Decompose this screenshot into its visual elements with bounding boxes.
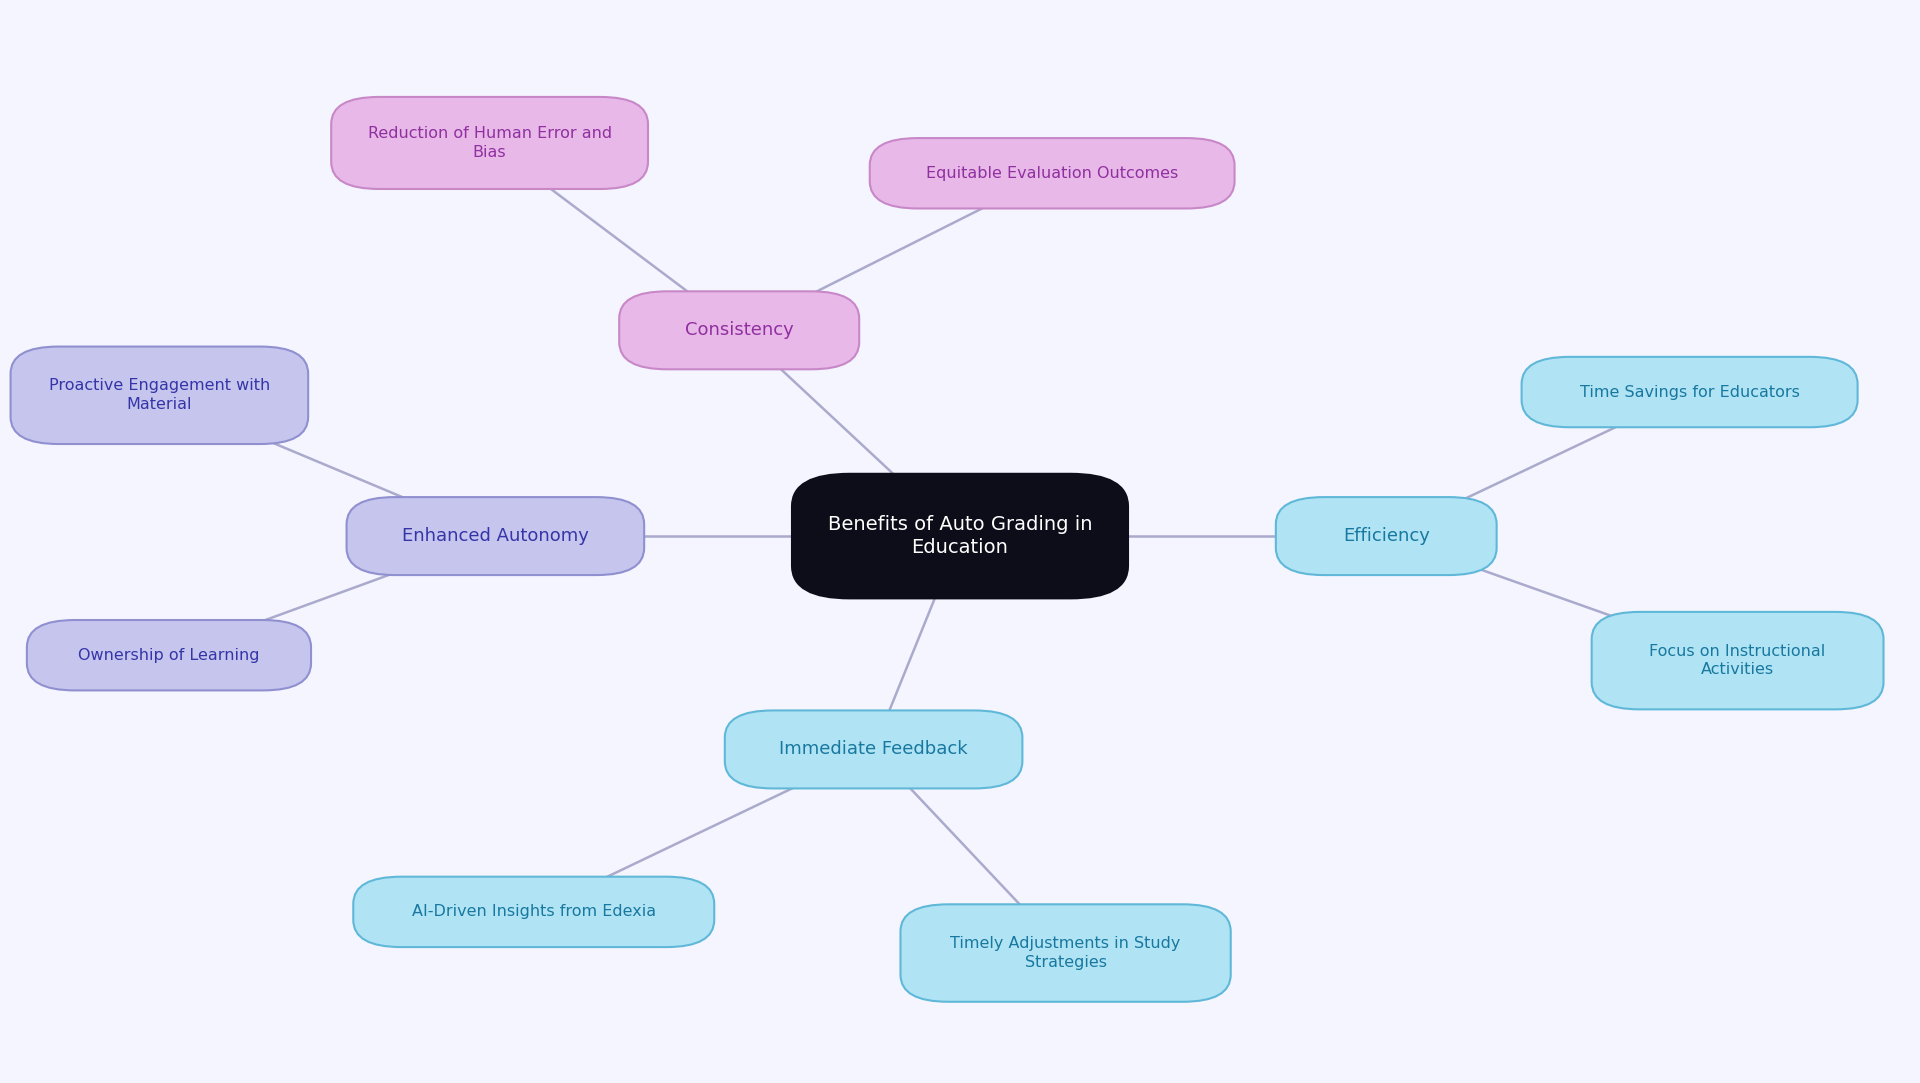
- FancyBboxPatch shape: [353, 877, 714, 947]
- Text: Consistency: Consistency: [685, 322, 793, 339]
- FancyBboxPatch shape: [1521, 357, 1859, 427]
- FancyBboxPatch shape: [870, 139, 1235, 208]
- FancyBboxPatch shape: [1275, 497, 1498, 575]
- Text: Focus on Instructional
Activities: Focus on Instructional Activities: [1649, 643, 1826, 678]
- Text: Time Savings for Educators: Time Savings for Educators: [1580, 384, 1799, 400]
- FancyBboxPatch shape: [330, 97, 649, 188]
- Text: Reduction of Human Error and
Bias: Reduction of Human Error and Bias: [367, 126, 612, 160]
- Text: AI-Driven Insights from Edexia: AI-Driven Insights from Edexia: [411, 904, 657, 919]
- FancyBboxPatch shape: [791, 474, 1127, 598]
- FancyBboxPatch shape: [724, 710, 1021, 788]
- Text: Timely Adjustments in Study
Strategies: Timely Adjustments in Study Strategies: [950, 936, 1181, 970]
- Text: Benefits of Auto Grading in
Education: Benefits of Auto Grading in Education: [828, 514, 1092, 558]
- Text: Ownership of Learning: Ownership of Learning: [79, 648, 259, 663]
- FancyBboxPatch shape: [618, 291, 860, 369]
- Text: Immediate Feedback: Immediate Feedback: [780, 741, 968, 758]
- FancyBboxPatch shape: [27, 619, 311, 691]
- Text: Enhanced Autonomy: Enhanced Autonomy: [401, 527, 589, 545]
- Text: Proactive Engagement with
Material: Proactive Engagement with Material: [48, 378, 271, 413]
- FancyBboxPatch shape: [900, 904, 1231, 1002]
- Text: Efficiency: Efficiency: [1342, 527, 1430, 545]
- FancyBboxPatch shape: [12, 347, 307, 444]
- FancyBboxPatch shape: [346, 497, 645, 575]
- FancyBboxPatch shape: [1592, 612, 1884, 709]
- Text: Equitable Evaluation Outcomes: Equitable Evaluation Outcomes: [925, 166, 1179, 181]
